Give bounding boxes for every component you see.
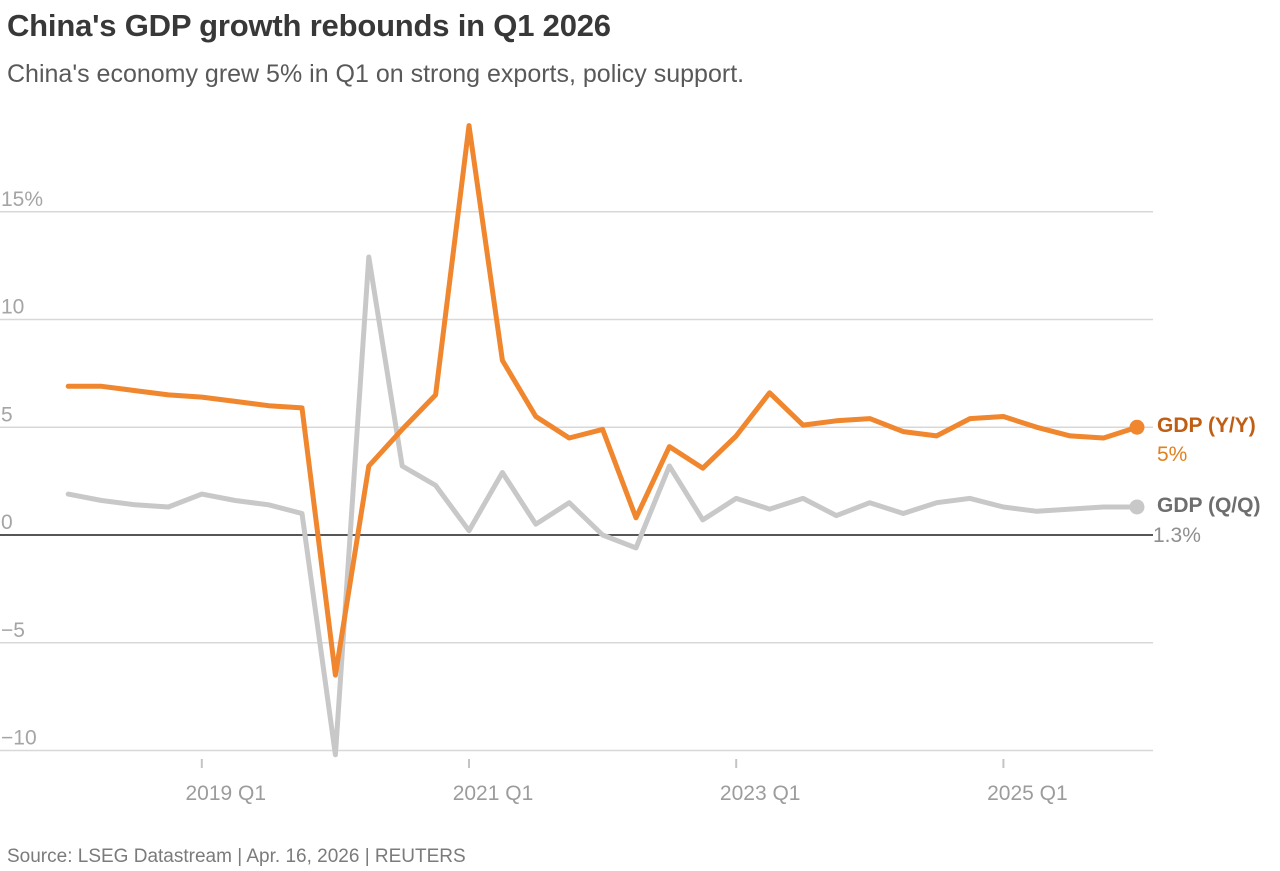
y-axis-label: 15%	[1, 188, 43, 211]
series-label-gdp-yy: GDP (Y/Y)	[1157, 414, 1256, 437]
source-attribution: Source: LSEG Datastream | Apr. 16, 2026 …	[7, 846, 466, 867]
page-title: China's GDP growth rebounds in Q1 2026	[7, 8, 611, 43]
y-axis-label: −10	[1, 727, 37, 750]
gdp-qq-endpoint-dot	[1129, 499, 1145, 515]
y-axis-label: −5	[1, 619, 25, 642]
series-value-gdp-qq: 1.3%	[1153, 524, 1201, 547]
y-axis-label: 0	[1, 511, 13, 534]
series-label-gdp-qq: GDP (Q/Q)	[1157, 494, 1261, 517]
x-axis-label: 2023 Q1	[720, 782, 801, 805]
series-value-gdp-yy: 5%	[1157, 443, 1188, 466]
x-axis-label: 2025 Q1	[987, 782, 1068, 805]
x-axis-label: 2019 Q1	[186, 782, 267, 805]
gdp-qq-line	[65, 254, 1140, 758]
gdp-yy-line	[65, 123, 1140, 678]
gdp-yy-endpoint-dot	[1129, 419, 1145, 435]
y-axis-label: 10	[1, 296, 24, 319]
x-axis-label: 2021 Q1	[453, 782, 534, 805]
chart-subtitle: China's economy grew 5% in Q1 on strong …	[7, 60, 745, 88]
y-axis-label: 5	[1, 403, 13, 426]
